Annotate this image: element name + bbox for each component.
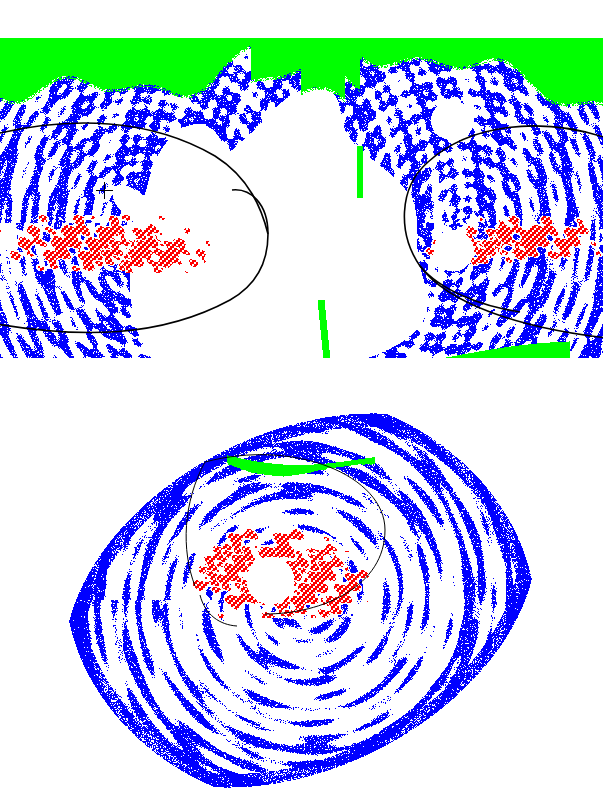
top-panel-plot <box>0 38 603 358</box>
bottom-panel <box>55 390 545 803</box>
top-panel <box>0 38 603 358</box>
bottom-panel-plot <box>55 390 545 803</box>
